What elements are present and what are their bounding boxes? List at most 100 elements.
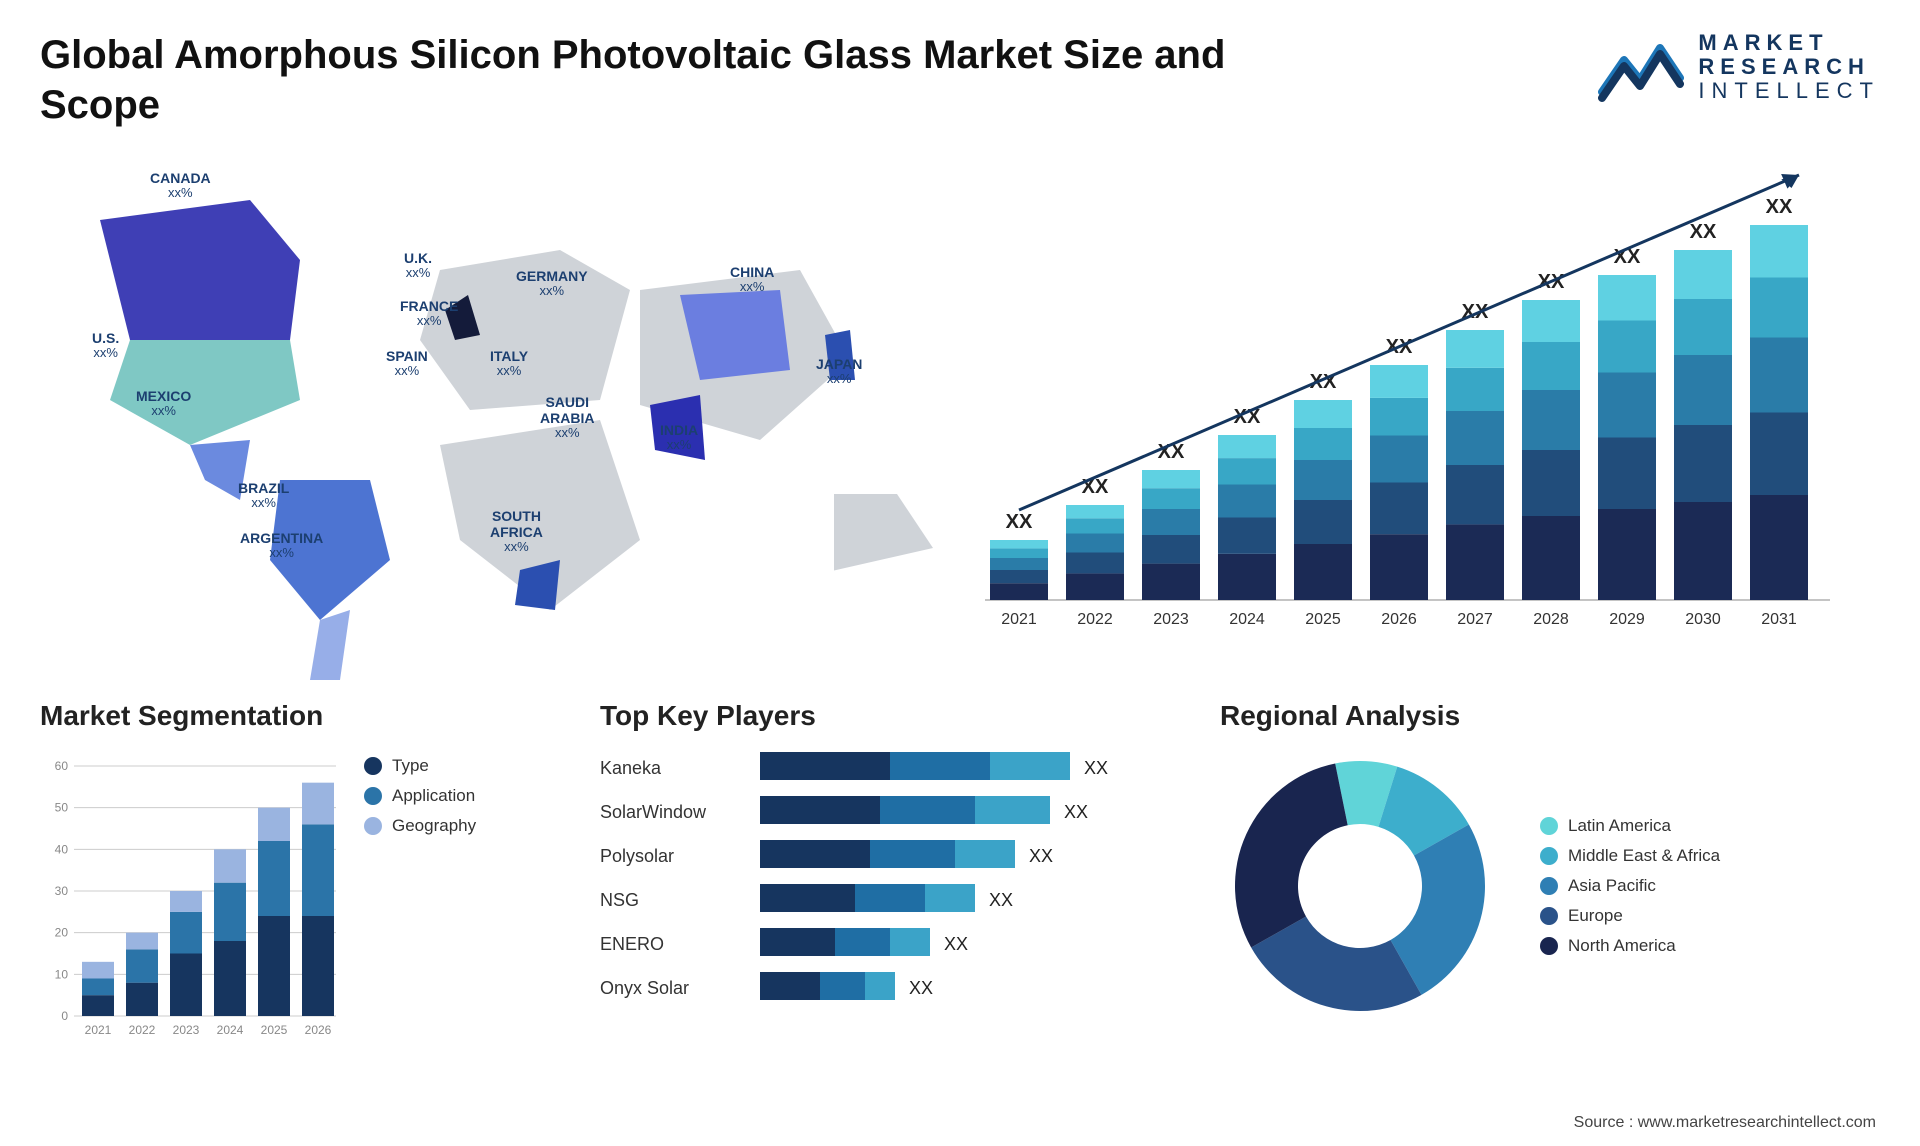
player-label: Polysolar bbox=[600, 834, 760, 878]
map-label-u-s-: U.S.xx% bbox=[92, 330, 119, 361]
svg-text:2027: 2027 bbox=[1457, 611, 1493, 628]
svg-text:XX: XX bbox=[1082, 476, 1109, 498]
players-labels: KanekaSolarWindowPolysolarNSGENEROOnyx S… bbox=[600, 746, 760, 1026]
legend-label: Application bbox=[392, 786, 475, 806]
svg-text:2023: 2023 bbox=[173, 1023, 200, 1037]
svg-text:2025: 2025 bbox=[261, 1023, 288, 1037]
regional-title: Regional Analysis bbox=[1220, 700, 1880, 732]
segmentation-panel: Market Segmentation 0 10 20 30 40 50 60 2021 202… bbox=[40, 700, 560, 1046]
map-label-saudi-arabia: SAUDIARABIAxx% bbox=[540, 394, 594, 441]
regional-legend-item: Middle East & Africa bbox=[1540, 846, 1720, 866]
svg-text:XX: XX bbox=[989, 890, 1013, 910]
legend-label: Geography bbox=[392, 816, 476, 836]
svg-text:40: 40 bbox=[55, 842, 69, 856]
legend-label: North America bbox=[1568, 936, 1676, 956]
player-label: Kaneka bbox=[600, 746, 760, 790]
svg-text:2029: 2029 bbox=[1609, 611, 1645, 628]
players-panel: Top Key Players KanekaSolarWindowPolysol… bbox=[600, 700, 1180, 1046]
svg-text:2024: 2024 bbox=[217, 1023, 244, 1037]
map-label-canada: CANADAxx% bbox=[150, 170, 211, 201]
svg-text:50: 50 bbox=[55, 801, 69, 815]
source-attribution: Source : www.marketresearchintellect.com bbox=[1574, 1114, 1876, 1132]
player-label: Onyx Solar bbox=[600, 966, 760, 1010]
svg-text:60: 60 bbox=[55, 759, 69, 773]
legend-swatch-icon bbox=[1540, 937, 1558, 955]
map-label-china: CHINAxx% bbox=[730, 264, 774, 295]
brand-logo: MARKET RESEARCH INTELLECT bbox=[1596, 30, 1880, 104]
legend-label: Asia Pacific bbox=[1568, 876, 1656, 896]
map-label-spain: SPAINxx% bbox=[386, 348, 428, 379]
legend-label: Type bbox=[392, 756, 429, 776]
svg-text:2026: 2026 bbox=[305, 1023, 332, 1037]
svg-text:2021: 2021 bbox=[85, 1023, 112, 1037]
regional-panel: Regional Analysis Latin America Middle Ea… bbox=[1220, 700, 1880, 1046]
logo-mark-icon bbox=[1596, 30, 1686, 104]
svg-text:XX: XX bbox=[909, 978, 933, 998]
world-map-panel: CANADAxx% U.S.xx% MEXICOxx% BRAZILxx% ARGENT… bbox=[40, 140, 940, 680]
legend-label: Middle East & Africa bbox=[1568, 846, 1720, 866]
seg-legend-item: Type bbox=[364, 756, 476, 776]
svg-text:XX: XX bbox=[1084, 758, 1108, 778]
map-label-japan: JAPANxx% bbox=[816, 356, 862, 387]
seg-legend-item: Geography bbox=[364, 816, 476, 836]
svg-text:2025: 2025 bbox=[1305, 611, 1341, 628]
logo-text: MARKET RESEARCH INTELLECT bbox=[1698, 31, 1880, 104]
player-label: ENERO bbox=[600, 922, 760, 966]
svg-text:XX: XX bbox=[1006, 511, 1033, 533]
top-row: CANADAxx% U.S.xx% MEXICOxx% BRAZILxx% ARGENT… bbox=[40, 140, 1880, 680]
map-label-germany: GERMANYxx% bbox=[516, 268, 588, 299]
segmentation-title: Market Segmentation bbox=[40, 700, 560, 732]
legend-swatch-icon bbox=[1540, 817, 1558, 835]
svg-text:XX: XX bbox=[944, 934, 968, 954]
svg-text:XX: XX bbox=[1029, 846, 1053, 866]
svg-text:2026: 2026 bbox=[1381, 611, 1417, 628]
bottom-row: Market Segmentation 0 10 20 30 40 50 60 2021 202… bbox=[40, 700, 1880, 1046]
legend-swatch-icon bbox=[1540, 877, 1558, 895]
legend-swatch-icon bbox=[1540, 907, 1558, 925]
regional-legend-item: Asia Pacific bbox=[1540, 876, 1720, 896]
svg-text:2022: 2022 bbox=[129, 1023, 156, 1037]
map-label-brazil: BRAZILxx% bbox=[238, 480, 289, 511]
legend-label: Latin America bbox=[1568, 816, 1671, 836]
regional-legend: Latin America Middle East & Africa Asia Pa… bbox=[1540, 806, 1720, 966]
svg-text:10: 10 bbox=[55, 967, 69, 981]
map-label-italy: ITALYxx% bbox=[490, 348, 528, 379]
svg-text:2031: 2031 bbox=[1761, 611, 1797, 628]
svg-text:2021: 2021 bbox=[1001, 611, 1037, 628]
player-label: SolarWindow bbox=[600, 790, 760, 834]
regional-donut-chart bbox=[1220, 746, 1500, 1026]
svg-text:XX: XX bbox=[1766, 196, 1793, 218]
player-label: NSG bbox=[600, 878, 760, 922]
svg-text:XX: XX bbox=[1064, 802, 1088, 822]
legend-swatch-icon bbox=[364, 787, 382, 805]
map-label-south-africa: SOUTHAFRICAxx% bbox=[490, 508, 543, 555]
regional-legend-item: Europe bbox=[1540, 906, 1720, 926]
svg-text:0: 0 bbox=[61, 1009, 68, 1023]
growth-bar-chart: 2021XX2022XX2023XX2024XX2025XX2026XX2027… bbox=[970, 140, 1840, 640]
svg-text:2028: 2028 bbox=[1533, 611, 1569, 628]
legend-swatch-icon bbox=[1540, 847, 1558, 865]
page-title: Global Amorphous Silicon Photovoltaic Gl… bbox=[40, 30, 1240, 130]
svg-text:2024: 2024 bbox=[1229, 611, 1265, 628]
svg-text:2022: 2022 bbox=[1077, 611, 1113, 628]
map-label-u-k-: U.K.xx% bbox=[404, 250, 432, 281]
map-label-france: FRANCExx% bbox=[400, 298, 458, 329]
players-chart: XX XX XX XX XX XX bbox=[760, 746, 1180, 1026]
regional-legend-item: North America bbox=[1540, 936, 1720, 956]
map-label-india: INDIAxx% bbox=[660, 422, 698, 453]
svg-text:20: 20 bbox=[55, 926, 69, 940]
legend-label: Europe bbox=[1568, 906, 1623, 926]
svg-text:30: 30 bbox=[55, 884, 69, 898]
svg-text:2023: 2023 bbox=[1153, 611, 1189, 628]
seg-legend-item: Application bbox=[364, 786, 476, 806]
map-label-argentina: ARGENTINAxx% bbox=[240, 530, 323, 561]
svg-text:XX: XX bbox=[1690, 221, 1717, 243]
regional-legend-item: Latin America bbox=[1540, 816, 1720, 836]
segmentation-legend: Type Application Geography bbox=[364, 746, 476, 1046]
growth-chart-panel: 2021XX2022XX2023XX2024XX2025XX2026XX2027… bbox=[970, 140, 1880, 680]
legend-swatch-icon bbox=[364, 757, 382, 775]
map-label-mexico: MEXICOxx% bbox=[136, 388, 191, 419]
svg-text:2030: 2030 bbox=[1685, 611, 1721, 628]
players-title: Top Key Players bbox=[600, 700, 1180, 732]
segmentation-chart: 0 10 20 30 40 50 60 2021 2022 2023 2024 2025 2026 bbox=[40, 746, 340, 1046]
